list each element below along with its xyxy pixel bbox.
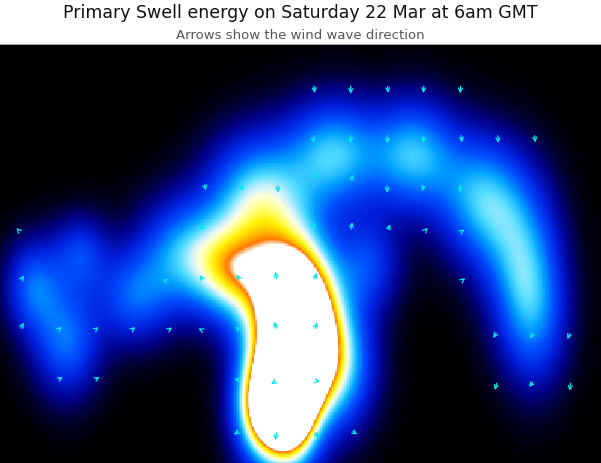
Text: Primary Swell energy on Saturday 22 Mar at 6am GMT: Primary Swell energy on Saturday 22 Mar …: [63, 5, 538, 23]
Text: Arrows show the wind wave direction: Arrows show the wind wave direction: [176, 29, 425, 42]
